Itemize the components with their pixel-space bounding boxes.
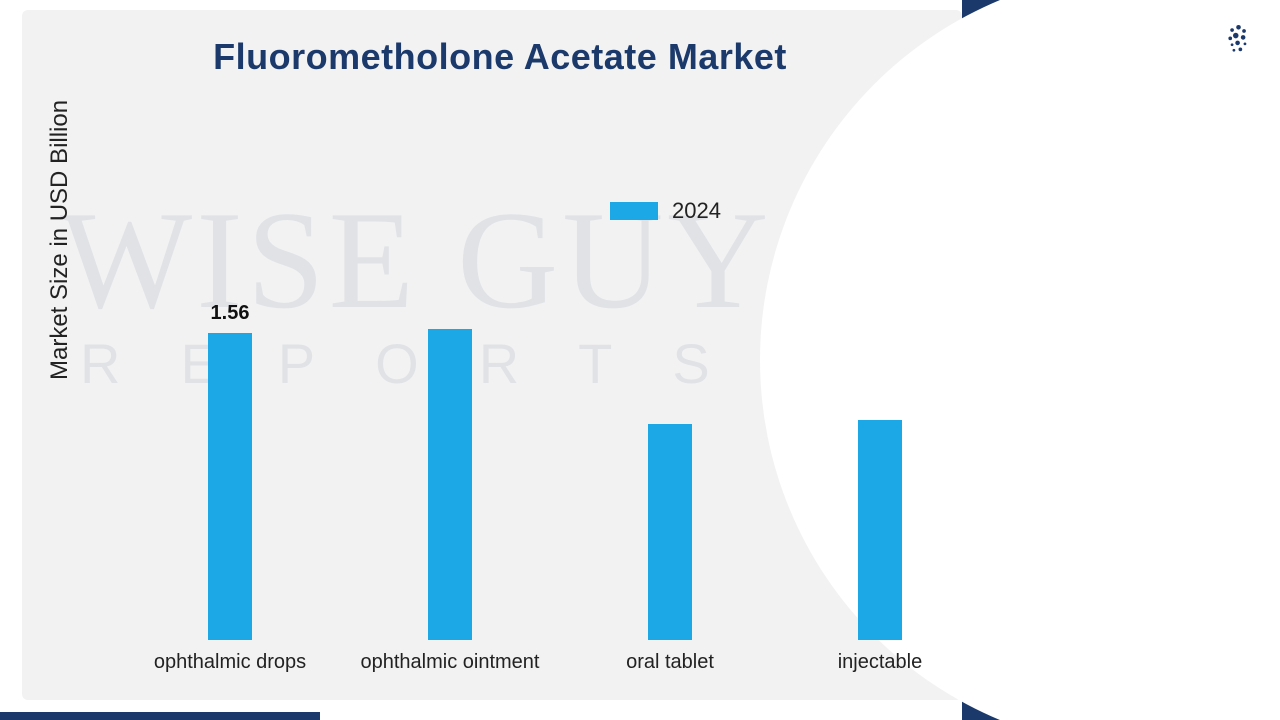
category-label: ophthalmic drops: [140, 650, 320, 674]
bar: [858, 420, 902, 640]
brand-sub-text: REPORTS: [996, 54, 1218, 70]
plot-area: 1.56 ophthalmic drops 1.58 ophthalmic oi…: [100, 160, 960, 640]
brand-main-text: WISE GUY: [996, 18, 1208, 52]
category-label: ophthalmic ointment: [360, 650, 540, 674]
category-label: oral tablet: [580, 650, 760, 674]
bottom-accent-bar: [0, 712, 320, 720]
bar: [208, 333, 252, 640]
bar: [648, 424, 692, 640]
bar: [428, 329, 472, 640]
bar-value-label: 1.56: [211, 302, 250, 325]
category-label: injectable: [790, 650, 970, 674]
stage: WISE GUY REPORTS Fluorometholone Acetate…: [0, 0, 1280, 720]
brand-logo: WISE GUY REPORTS: [996, 18, 1256, 70]
chart-title: Fluorometholone Acetate Market: [40, 36, 960, 78]
y-axis-label: Market Size in USD Billion: [46, 100, 74, 380]
head-silhouette-icon: [1210, 14, 1256, 70]
